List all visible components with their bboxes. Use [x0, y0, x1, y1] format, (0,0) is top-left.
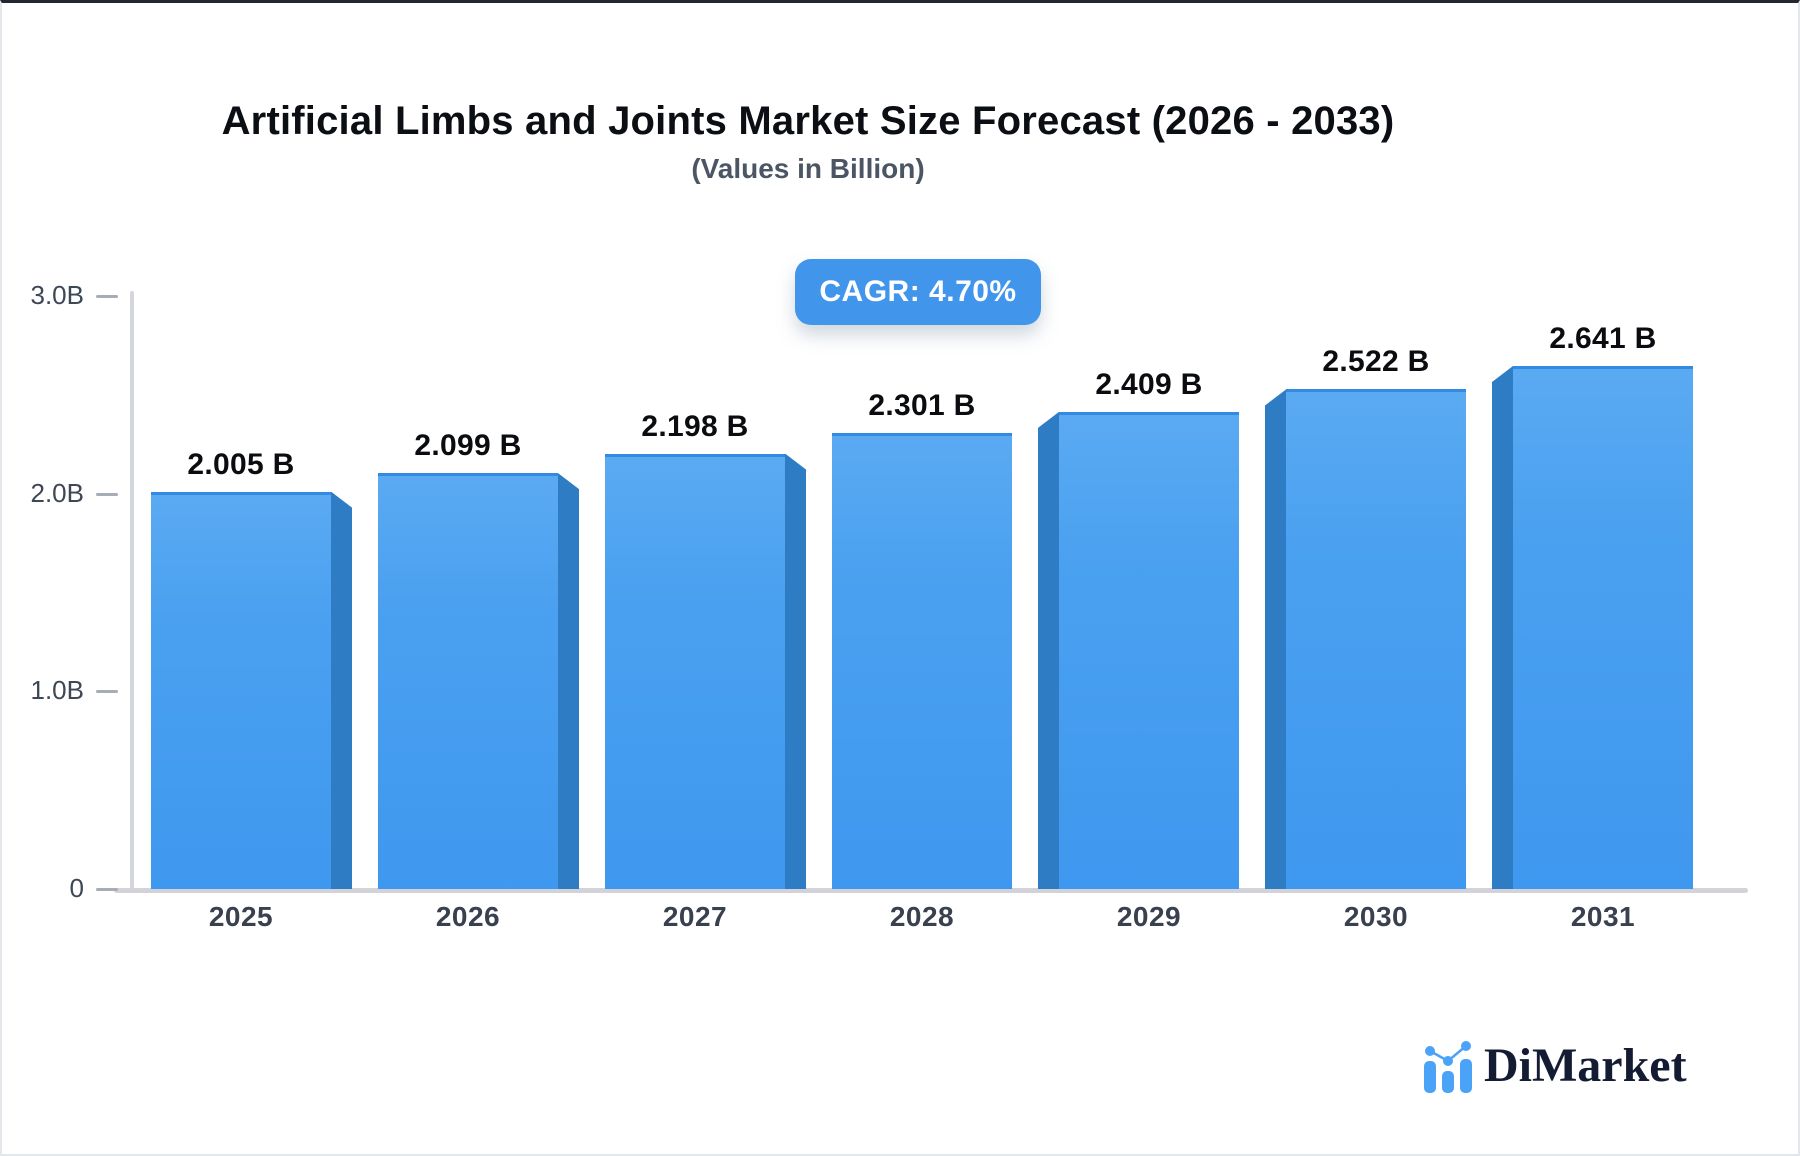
- bar-3d-side-2027: [785, 453, 806, 889]
- x-axis-baseline: [114, 888, 1748, 893]
- x-axis-label: 2030: [1343, 901, 1409, 932]
- bar-value-label: 2.099 B: [414, 429, 522, 463]
- bar-value-label: 2.641 B: [1549, 321, 1657, 355]
- y-tick-mark: [96, 492, 118, 496]
- y-tick-label: 1.0B: [30, 675, 85, 706]
- cagr-badge: CAGR: 4.70%: [795, 259, 1041, 325]
- bar-2025: [151, 491, 331, 889]
- bar-2027: [605, 453, 785, 889]
- bar-value-label: 2.301 B: [868, 389, 976, 423]
- bar-value-label: 2.522 B: [1322, 345, 1430, 379]
- bar-2030: [1286, 389, 1466, 889]
- bar-3d-side-2026: [558, 473, 579, 889]
- bar-chart-plot: 3.0B 2.0B 1.0B 0 2.005 B 2025 2.099 B 2026 2.198…: [2, 3, 1798, 1154]
- bar-2028: [832, 433, 1012, 889]
- x-axis-label: 2029: [1116, 901, 1182, 932]
- bar-value-label: 2.409 B: [1095, 367, 1203, 401]
- bar-3d-side-2025: [331, 491, 352, 889]
- bar-value-label: 2.198 B: [641, 409, 749, 443]
- chart-title: Artificial Limbs and Joints Market Size …: [221, 99, 1395, 143]
- x-axis-label: 2027: [662, 901, 728, 932]
- bar-2026: [378, 473, 558, 889]
- bar-2031: [1513, 365, 1693, 889]
- x-axis-label: 2025: [208, 901, 274, 932]
- bar-chart-logo-icon: [1424, 1041, 1472, 1093]
- y-tick-label: 3.0B: [30, 279, 85, 310]
- y-tick-label: 0: [69, 873, 84, 903]
- cagr-badge-label: CAGR: 4.70%: [819, 275, 1017, 308]
- y-tick-mark: [96, 294, 118, 298]
- y-tick-mark: [96, 690, 118, 694]
- bar-2029: [1059, 411, 1239, 889]
- x-axis-label: 2026: [435, 901, 501, 932]
- y-axis-line: [130, 291, 134, 891]
- chart-subtitle: (Values in Billion): [691, 153, 925, 184]
- y-tick-label: 2.0B: [30, 477, 85, 508]
- x-axis-label: 2031: [1570, 901, 1636, 932]
- bar-value-label: 2.005 B: [187, 447, 295, 481]
- logo-text: DiMarket: [1484, 1039, 1687, 1093]
- y-tick-mark: [96, 888, 118, 891]
- bar-3d-side-2030: [1265, 389, 1286, 889]
- x-axis-label: 2028: [889, 901, 955, 932]
- dimarket-logo: DiMarket: [1422, 1039, 1687, 1093]
- bar-3d-side-2031: [1492, 365, 1513, 889]
- bar-3d-side-2029: [1038, 411, 1059, 889]
